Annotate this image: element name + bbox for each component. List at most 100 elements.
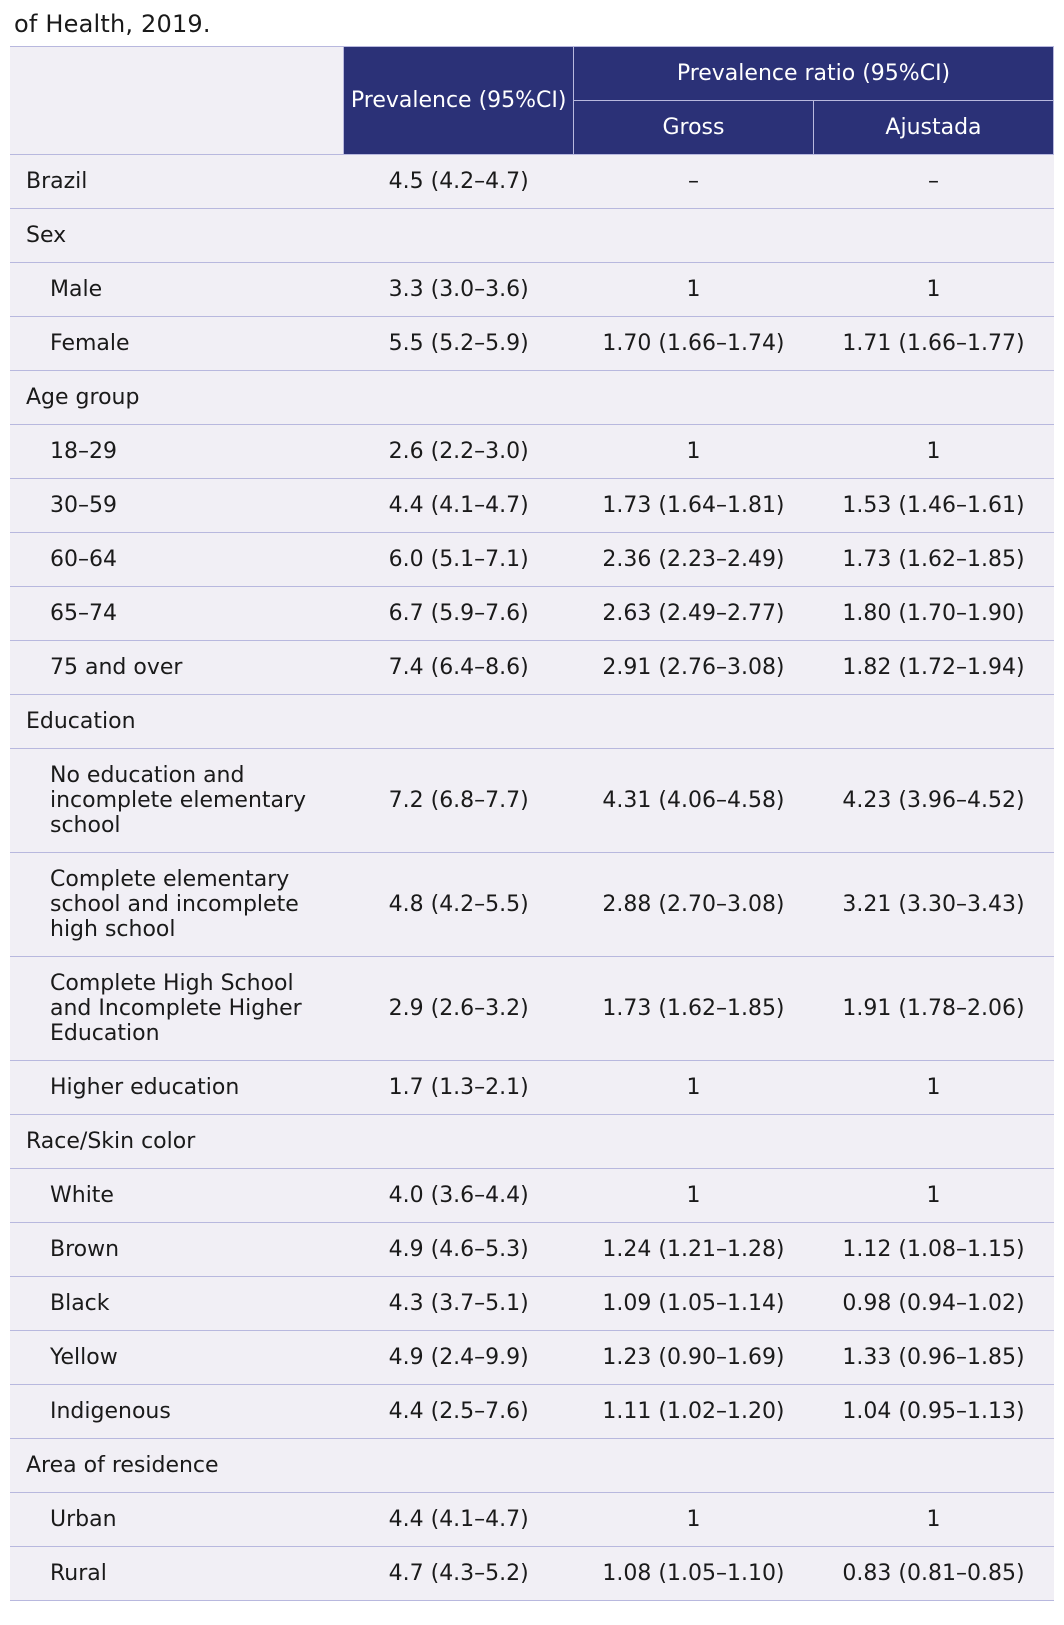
table-row: 30–594.4 (4.1–4.7)1.73 (1.64–1.81)1.53 (… xyxy=(10,479,1054,533)
table-caption-tail: of Health, 2019. xyxy=(14,10,1054,38)
cell-gross: 1.23 (0.90–1.69) xyxy=(573,1331,813,1385)
row-label: 18–29 xyxy=(10,425,344,479)
row-label: 30–59 xyxy=(10,479,344,533)
table-row: White4.0 (3.6–4.4)11 xyxy=(10,1169,1054,1223)
page: of Health, 2019. Prevalence (95%CI) Prev… xyxy=(0,0,1064,1625)
cell-adj: 3.21 (3.30–3.43) xyxy=(813,853,1053,957)
cell-adj: 1.33 (0.96–1.85) xyxy=(813,1331,1053,1385)
table-row: 18–292.6 (2.2–3.0)11 xyxy=(10,425,1054,479)
cell-prev: 4.4 (4.1–4.7) xyxy=(344,479,574,533)
table-row: Rural4.7 (4.3–5.2)1.08 (1.05–1.10)0.83 (… xyxy=(10,1547,1054,1601)
cell-gross: 2.63 (2.49–2.77) xyxy=(573,587,813,641)
cell-adj: 1.82 (1.72–1.94) xyxy=(813,641,1053,695)
table-row: Indigenous4.4 (2.5–7.6)1.11 (1.02–1.20)1… xyxy=(10,1385,1054,1439)
cell-prev: 4.4 (4.1–4.7) xyxy=(344,1493,574,1547)
section-label: Education xyxy=(10,695,1054,749)
cell-adj: 1.73 (1.62–1.85) xyxy=(813,533,1053,587)
header-gross: Gross xyxy=(573,101,813,155)
table-row: Brazil4.5 (4.2–4.7)–– xyxy=(10,155,1054,209)
table-row: Complete High School and Incomplete High… xyxy=(10,957,1054,1061)
table-row: Sex xyxy=(10,209,1054,263)
cell-adj: 1 xyxy=(813,263,1053,317)
table-row: Brown4.9 (4.6–5.3)1.24 (1.21–1.28)1.12 (… xyxy=(10,1223,1054,1277)
cell-gross: 2.91 (2.76–3.08) xyxy=(573,641,813,695)
cell-prev: 4.9 (2.4–9.9) xyxy=(344,1331,574,1385)
table-row: Race/Skin color xyxy=(10,1115,1054,1169)
cell-prev: 4.4 (2.5–7.6) xyxy=(344,1385,574,1439)
table-row: Female5.5 (5.2–5.9)1.70 (1.66–1.74)1.71 … xyxy=(10,317,1054,371)
cell-prev: 2.9 (2.6–3.2) xyxy=(344,957,574,1061)
row-label: Yellow xyxy=(10,1331,344,1385)
cell-gross: 1 xyxy=(573,1493,813,1547)
cell-gross: 1.24 (1.21–1.28) xyxy=(573,1223,813,1277)
cell-adj: 1 xyxy=(813,1169,1053,1223)
cell-adj: 0.98 (0.94–1.02) xyxy=(813,1277,1053,1331)
cell-gross: 1.11 (1.02–1.20) xyxy=(573,1385,813,1439)
row-label: No education and incomplete elementary s… xyxy=(10,749,344,853)
table-row: 65–746.7 (5.9–7.6)2.63 (2.49–2.77)1.80 (… xyxy=(10,587,1054,641)
table-row: Area of residence xyxy=(10,1439,1054,1493)
section-label: Age group xyxy=(10,371,1054,425)
cell-prev: 1.7 (1.3–2.1) xyxy=(344,1061,574,1115)
cell-prev: 4.8 (4.2–5.5) xyxy=(344,853,574,957)
cell-prev: 4.3 (3.7–5.1) xyxy=(344,1277,574,1331)
cell-adj: 1.91 (1.78–2.06) xyxy=(813,957,1053,1061)
cell-gross: 1 xyxy=(573,425,813,479)
cell-gross: 2.88 (2.70–3.08) xyxy=(573,853,813,957)
cell-adj: 1 xyxy=(813,1493,1053,1547)
prevalence-table: Prevalence (95%CI) Prevalence ratio (95%… xyxy=(10,46,1054,1601)
row-label: Male xyxy=(10,263,344,317)
cell-prev: 6.0 (5.1–7.1) xyxy=(344,533,574,587)
table-row: Age group xyxy=(10,371,1054,425)
cell-adj: 0.83 (0.81–0.85) xyxy=(813,1547,1053,1601)
cell-gross: 1 xyxy=(573,263,813,317)
table-row: Black4.3 (3.7–5.1)1.09 (1.05–1.14)0.98 (… xyxy=(10,1277,1054,1331)
cell-gross: 1.73 (1.62–1.85) xyxy=(573,957,813,1061)
cell-gross: 1 xyxy=(573,1169,813,1223)
cell-adj: 4.23 (3.96–4.52) xyxy=(813,749,1053,853)
cell-adj: 1.71 (1.66–1.77) xyxy=(813,317,1053,371)
table-row: Complete elementary school and incomplet… xyxy=(10,853,1054,957)
table-row: Urban4.4 (4.1–4.7)11 xyxy=(10,1493,1054,1547)
row-label: Urban xyxy=(10,1493,344,1547)
row-label: 65–74 xyxy=(10,587,344,641)
cell-prev: 4.5 (4.2–4.7) xyxy=(344,155,574,209)
row-label: Brown xyxy=(10,1223,344,1277)
cell-prev: 4.0 (3.6–4.4) xyxy=(344,1169,574,1223)
cell-prev: 4.9 (4.6–5.3) xyxy=(344,1223,574,1277)
row-label: 60–64 xyxy=(10,533,344,587)
row-label: Brazil xyxy=(10,155,344,209)
cell-prev: 4.7 (4.3–5.2) xyxy=(344,1547,574,1601)
cell-gross: 4.31 (4.06–4.58) xyxy=(573,749,813,853)
row-label: Female xyxy=(10,317,344,371)
cell-gross: 1 xyxy=(573,1061,813,1115)
cell-adj: 1.12 (1.08–1.15) xyxy=(813,1223,1053,1277)
row-label: Indigenous xyxy=(10,1385,344,1439)
table-header: Prevalence (95%CI) Prevalence ratio (95%… xyxy=(10,47,1054,155)
table-row: 60–646.0 (5.1–7.1)2.36 (2.23–2.49)1.73 (… xyxy=(10,533,1054,587)
cell-prev: 7.4 (6.4–8.6) xyxy=(344,641,574,695)
cell-adj: 1 xyxy=(813,425,1053,479)
cell-adj: 1.53 (1.46–1.61) xyxy=(813,479,1053,533)
section-label: Race/Skin color xyxy=(10,1115,1054,1169)
cell-prev: 3.3 (3.0–3.6) xyxy=(344,263,574,317)
cell-prev: 6.7 (5.9–7.6) xyxy=(344,587,574,641)
table-row: Yellow4.9 (2.4–9.9)1.23 (0.90–1.69)1.33 … xyxy=(10,1331,1054,1385)
table-row: Higher education1.7 (1.3–2.1)11 xyxy=(10,1061,1054,1115)
header-adjusted: Ajustada xyxy=(813,101,1053,155)
header-prevalence: Prevalence (95%CI) xyxy=(344,47,574,155)
row-label: Black xyxy=(10,1277,344,1331)
cell-adj: 1 xyxy=(813,1061,1053,1115)
row-label: Complete High School and Incomplete High… xyxy=(10,957,344,1061)
cell-gross: 1.73 (1.64–1.81) xyxy=(573,479,813,533)
row-label: Complete elementary school and incomplet… xyxy=(10,853,344,957)
cell-adj: 1.80 (1.70–1.90) xyxy=(813,587,1053,641)
table-body: Brazil4.5 (4.2–4.7)––SexMale3.3 (3.0–3.6… xyxy=(10,155,1054,1601)
cell-gross: – xyxy=(573,155,813,209)
cell-adj: – xyxy=(813,155,1053,209)
table-row: Male3.3 (3.0–3.6)11 xyxy=(10,263,1054,317)
row-label: White xyxy=(10,1169,344,1223)
cell-gross: 1.70 (1.66–1.74) xyxy=(573,317,813,371)
section-label: Sex xyxy=(10,209,1054,263)
section-label: Area of residence xyxy=(10,1439,1054,1493)
